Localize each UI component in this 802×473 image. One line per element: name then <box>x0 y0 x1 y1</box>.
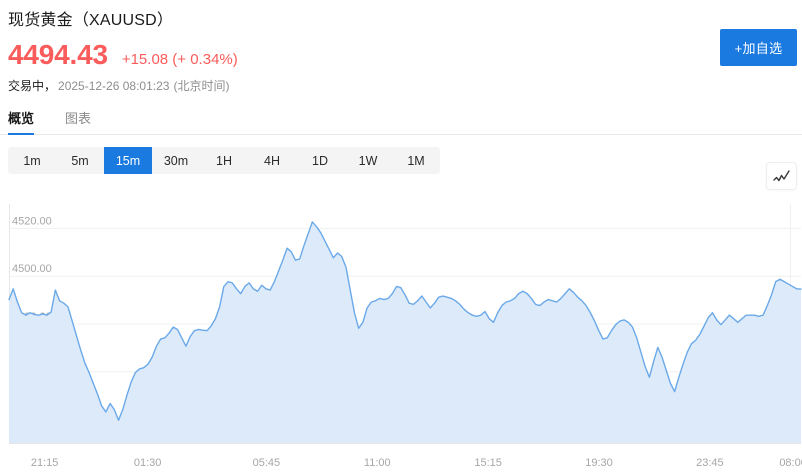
y-axis-label: 4500.00 <box>12 263 52 275</box>
quote-timezone: (北京时间) <box>173 79 230 93</box>
timeframe-1h[interactable]: 1H <box>216 153 232 168</box>
instrument-name: 现货黄金 <box>8 12 73 29</box>
page-title: 现货黄金（XAUUSD） <box>8 10 790 32</box>
chart-type-toggle-button[interactable] <box>766 162 797 190</box>
timeframe-5m[interactable]: 5m <box>71 153 89 168</box>
timeframe-selector: 1m 5m 15m 30m 1H 4H 1D 1W 1M <box>0 135 802 174</box>
x-axis-label: 08:00 <box>779 457 802 469</box>
timeframe-1M[interactable]: 1M <box>407 153 425 168</box>
tab-charts[interactable]: 图表 <box>65 111 92 126</box>
price-chart-svg[interactable]: 4440.004460.004480.004500.004520.0021:15… <box>0 196 802 473</box>
status-row: 交易中， 2025-12-26 08:01:23 (北京时间) <box>8 78 790 94</box>
timeframe-1m[interactable]: 1m <box>23 153 41 168</box>
last-price: 4494.43 <box>8 39 108 70</box>
section-tabs: 概览 图表 <box>0 108 802 135</box>
price-change: +15.08 (+ 0.34%) <box>121 51 238 68</box>
line-chart-icon <box>773 169 790 181</box>
x-axis-label: 23:45 <box>696 457 724 469</box>
add-to-watchlist-button[interactable]: +加自选 <box>720 29 797 66</box>
chart-area-fill <box>9 221 801 443</box>
timeframe-4h[interactable]: 4H <box>264 153 280 168</box>
timeframe-1w[interactable]: 1W <box>358 153 378 168</box>
x-axis-label: 19:30 <box>585 457 613 469</box>
quote-timestamp: 2025-12-26 08:01:23 <box>58 79 170 93</box>
timeframe-30m[interactable]: 30m <box>163 153 189 168</box>
price-row: 4494.43 +15.08 (+ 0.34%) <box>8 39 790 71</box>
x-axis-label: 21:15 <box>31 457 59 469</box>
timeframe-1d[interactable]: 1D <box>312 153 328 168</box>
tab-overview[interactable]: 概览 <box>8 111 35 135</box>
price-chart[interactable]: 4440.004460.004480.004500.004520.0021:15… <box>0 196 802 473</box>
x-axis-label: 05:45 <box>253 457 281 469</box>
chart-line <box>8 221 802 421</box>
x-axis-label: 11:00 <box>364 457 391 469</box>
timeframe-15m[interactable]: 15m <box>104 147 152 174</box>
market-status: 交易中， <box>8 79 57 93</box>
timeframe-bar: 1m 5m 15m 30m 1H 4H 1D 1W 1M <box>8 147 440 174</box>
x-axis-label: 15:15 <box>474 457 502 469</box>
y-axis-label: 4520.00 <box>12 215 52 227</box>
instrument-symbol: （XAUUSD） <box>72 12 174 29</box>
instrument-header: 现货黄金（XAUUSD） 4494.43 +15.08 (+ 0.34%) 交易… <box>0 0 802 94</box>
x-axis-label: 01:30 <box>134 457 162 469</box>
